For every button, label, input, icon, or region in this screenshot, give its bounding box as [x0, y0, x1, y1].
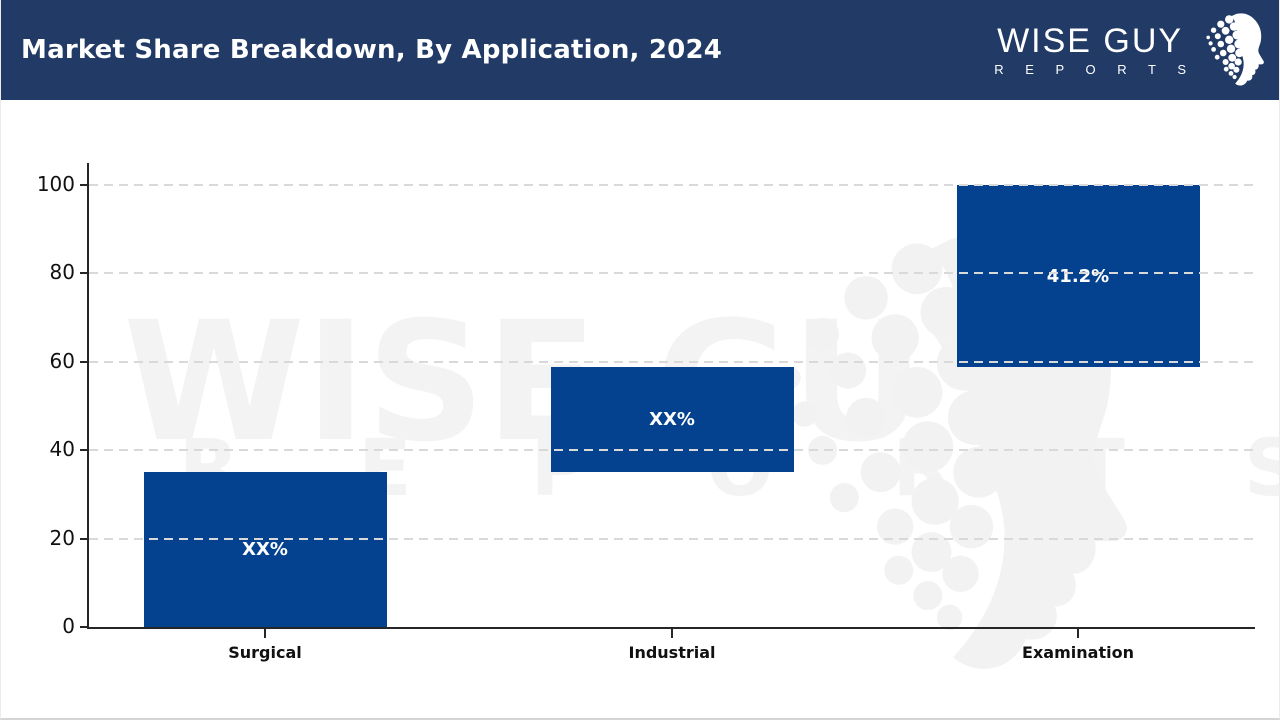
x-axis-tick: [671, 629, 673, 638]
wiseguy-logo: WISE GUY R E P O R T S: [985, 10, 1267, 90]
dotted-head-logo-icon: [1206, 13, 1264, 86]
y-axis-tick: [80, 449, 88, 452]
y-axis-tick: [80, 360, 88, 363]
y-tick-label: 80: [49, 260, 75, 285]
bar: 41.2%: [956, 185, 1200, 368]
y-gridline: [89, 537, 1255, 540]
x-axis-tick: [264, 629, 266, 638]
y-gridline: [89, 272, 1255, 275]
page-title: Market Share Breakdown, By Application, …: [21, 35, 723, 65]
x-axis-line: [87, 627, 1255, 629]
y-axis-tick: [80, 184, 88, 186]
y-tick-label: 100: [36, 172, 75, 196]
bar-value-label: 41.2%: [1046, 265, 1110, 287]
y-axis-tick: [80, 537, 88, 540]
y-tick-label: 0: [62, 614, 75, 638]
x-axis-tick: [1077, 629, 1079, 638]
x-tick-label: Examination: [1022, 643, 1134, 662]
logo-brand-subtitle: R E P O R T S: [994, 62, 1195, 77]
logo-brand-name: WISE GUY: [997, 22, 1184, 60]
y-tick-label: 40: [49, 437, 75, 462]
bar-value-label: XX%: [242, 539, 288, 561]
y-axis-tick: [80, 626, 88, 628]
y-tick-label: 60: [49, 348, 75, 373]
bar: XX%: [550, 367, 794, 473]
y-gridline: [89, 449, 1255, 452]
y-gridline: [89, 184, 1255, 186]
logo-text: WISE GUY R E P O R T S: [985, 24, 1195, 76]
y-axis-line: [87, 162, 89, 629]
bar-value-label: XX%: [649, 409, 695, 431]
chart-area: WISE GUY R E P O R T S 020406080100XX%XX…: [1, 100, 1279, 718]
header: Market Share Breakdown, By Application, …: [1, 0, 1279, 100]
bar: XX%: [143, 472, 387, 627]
y-axis-tick: [80, 272, 88, 275]
y-tick-label: 20: [49, 525, 75, 550]
plot-region: 0 20 40 60 80 100 XX% XX% 41.2% Surgical Industria…: [1, 100, 1279, 718]
x-tick-label: Surgical: [228, 643, 302, 662]
y-gridline: [89, 360, 1255, 363]
x-tick-label: Industrial: [628, 643, 716, 662]
